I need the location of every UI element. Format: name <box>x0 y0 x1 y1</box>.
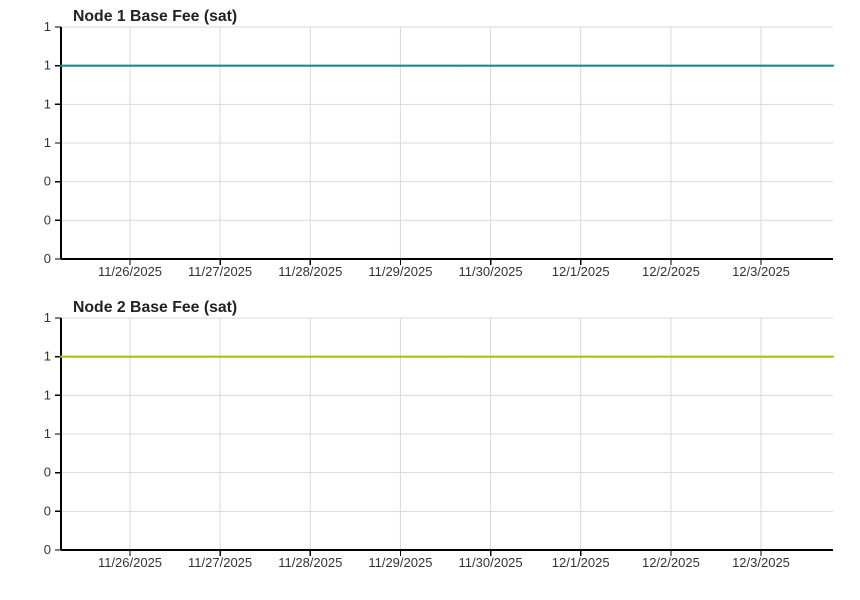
svg-text:0: 0 <box>44 465 51 480</box>
svg-text:11/26/2025: 11/26/2025 <box>98 264 162 279</box>
svg-text:0: 0 <box>44 251 51 266</box>
svg-text:11/27/2025: 11/27/2025 <box>188 555 252 570</box>
svg-text:1: 1 <box>44 58 51 73</box>
svg-text:11/28/2025: 11/28/2025 <box>278 555 342 570</box>
svg-text:11/30/2025: 11/30/2025 <box>459 555 523 570</box>
svg-text:12/3/2025: 12/3/2025 <box>732 555 790 570</box>
svg-text:1: 1 <box>44 310 51 325</box>
svg-text:1: 1 <box>44 426 51 441</box>
svg-text:11/30/2025: 11/30/2025 <box>459 264 523 279</box>
svg-text:11/29/2025: 11/29/2025 <box>368 264 432 279</box>
svg-text:12/3/2025: 12/3/2025 <box>732 264 790 279</box>
svg-text:0: 0 <box>44 542 51 557</box>
svg-text:11/28/2025: 11/28/2025 <box>278 264 342 279</box>
svg-text:1: 1 <box>44 135 51 150</box>
svg-text:0: 0 <box>44 174 51 189</box>
svg-text:11/26/2025: 11/26/2025 <box>98 555 162 570</box>
svg-text:1: 1 <box>44 349 51 364</box>
svg-text:0: 0 <box>44 212 51 227</box>
svg-text:12/1/2025: 12/1/2025 <box>552 264 610 279</box>
svg-text:11/29/2025: 11/29/2025 <box>368 555 432 570</box>
svg-text:1: 1 <box>44 19 51 34</box>
svg-text:1: 1 <box>44 96 51 111</box>
svg-text:12/2/2025: 12/2/2025 <box>642 555 700 570</box>
svg-text:1: 1 <box>44 387 51 402</box>
svg-text:12/2/2025: 12/2/2025 <box>642 264 700 279</box>
svg-text:12/1/2025: 12/1/2025 <box>552 555 610 570</box>
svg-text:11/27/2025: 11/27/2025 <box>188 264 252 279</box>
svg-text:0: 0 <box>44 503 51 518</box>
